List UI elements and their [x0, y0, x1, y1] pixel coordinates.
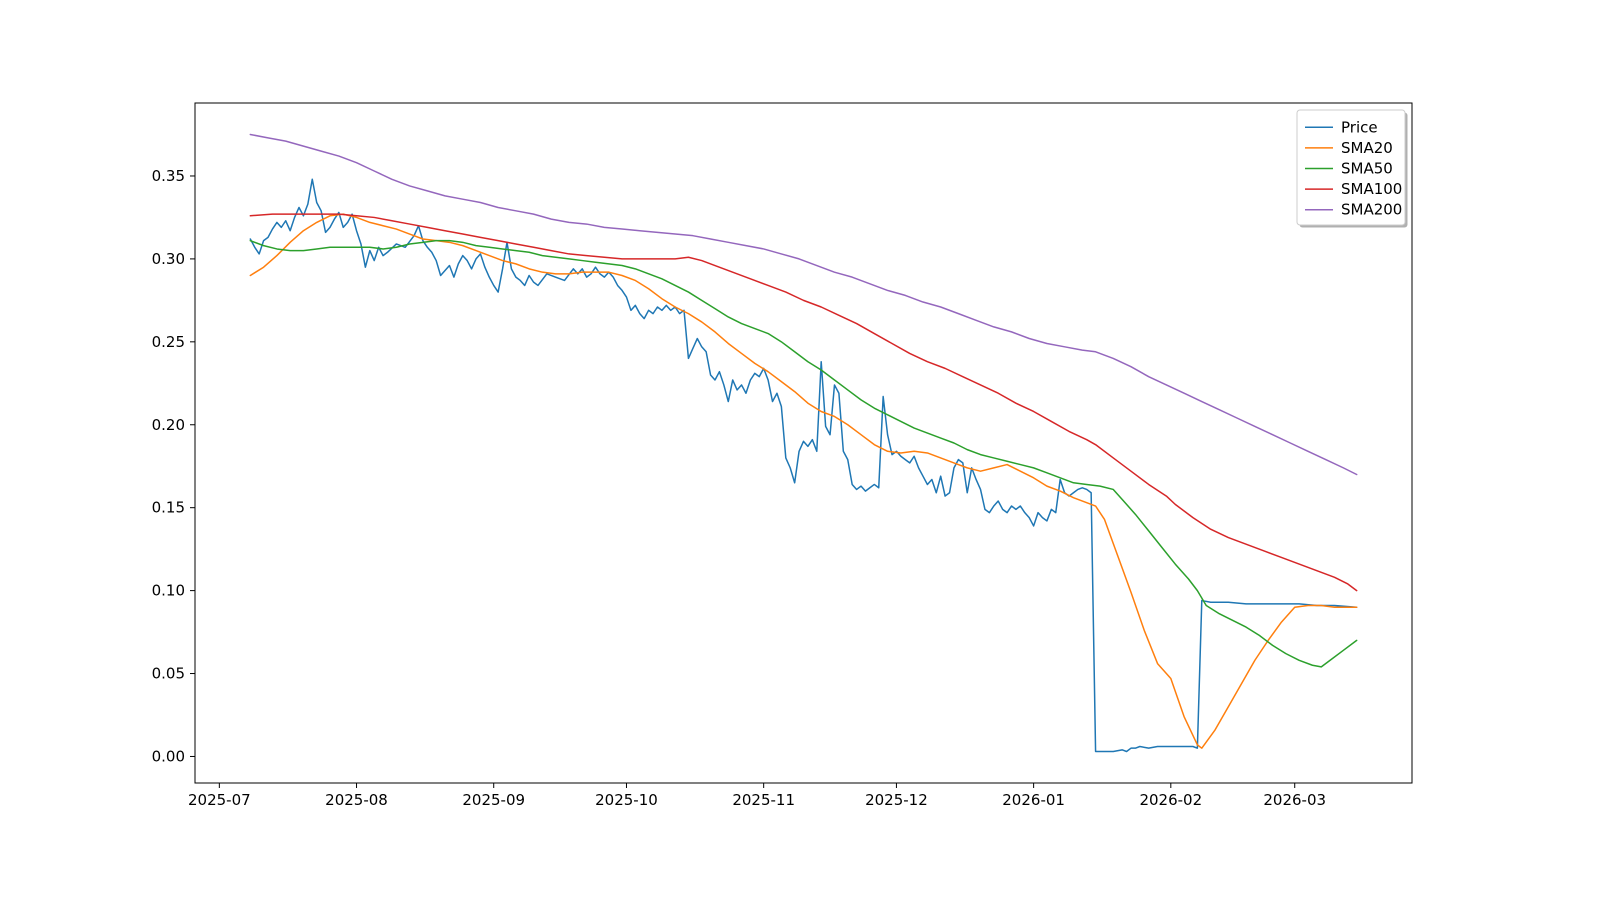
legend-label-sma50: SMA50	[1341, 160, 1393, 178]
x-tick-label: 2025-11	[732, 791, 795, 809]
y-tick-label: 0.20	[152, 416, 185, 434]
y-tick-label: 0.10	[152, 582, 185, 600]
y-tick-label: 0.30	[152, 250, 185, 268]
axes-frame	[194, 102, 1413, 784]
series-line-price	[249, 178, 1358, 753]
x-tick-label: 2025-07	[188, 791, 251, 809]
x-tick-label: 2025-09	[462, 791, 525, 809]
x-tick-label: 2026-02	[1139, 791, 1202, 809]
x-tick-label: 2025-10	[595, 791, 658, 809]
y-tick-label: 0.15	[152, 499, 185, 517]
series-line-sma100	[249, 213, 1358, 592]
legend-label-price: Price	[1341, 118, 1378, 136]
x-tick-label: 2026-01	[1002, 791, 1065, 809]
series-line-sma200	[249, 133, 1358, 476]
y-tick-label: 0.25	[152, 333, 185, 351]
legend-label-sma100: SMA100	[1341, 180, 1402, 198]
series-line-sma50	[249, 239, 1358, 668]
y-tick-label: 0.05	[152, 665, 185, 683]
y-tick-label: 0.35	[152, 167, 185, 185]
x-tick-label: 2026-03	[1263, 791, 1326, 809]
series-line-sma20	[249, 213, 1358, 749]
legend-label-sma20: SMA20	[1341, 139, 1393, 157]
x-tick-label: 2025-12	[865, 791, 928, 809]
legend-box	[1296, 109, 1406, 226]
legend-label-sma200: SMA200	[1341, 201, 1402, 219]
y-tick-label: 0.00	[152, 747, 185, 765]
x-tick-label: 2025-08	[325, 791, 388, 809]
